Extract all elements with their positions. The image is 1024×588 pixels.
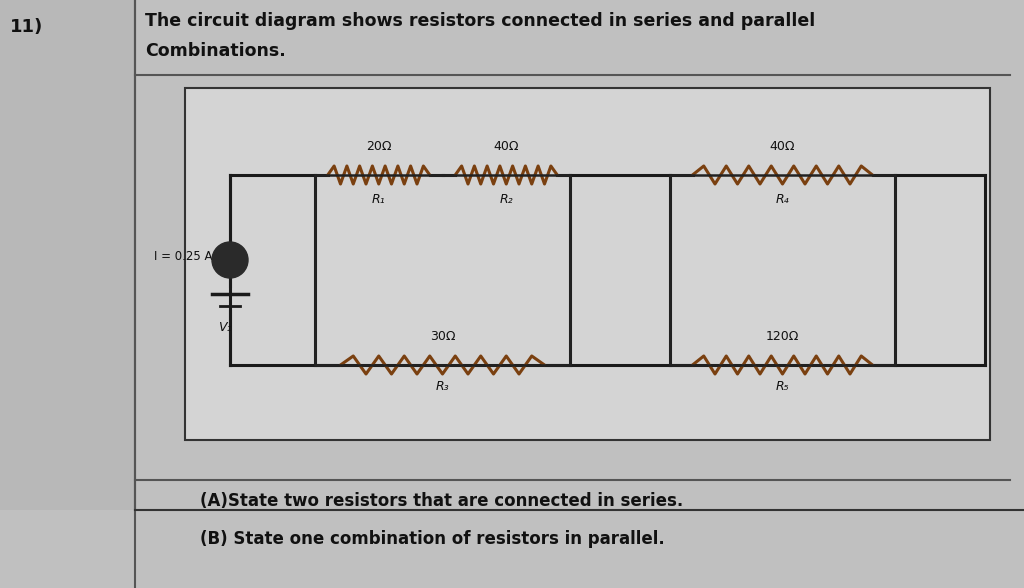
Bar [0,0,135,510]
Bar [185,88,990,440]
Bar [670,175,895,365]
Text: 30Ω: 30Ω [430,330,456,343]
Text: R₂: R₂ [500,193,513,206]
Text: I = 0.25 A: I = 0.25 A [154,250,212,263]
Text: The circuit diagram shows resistors connected in series and parallel: The circuit diagram shows resistors conn… [145,12,815,30]
Text: R₃: R₃ [435,380,450,393]
Text: R₄: R₄ [776,193,790,206]
Text: 40Ω: 40Ω [770,140,796,153]
Text: 40Ω: 40Ω [494,140,519,153]
Bar [315,175,570,365]
Text: 20Ω: 20Ω [366,140,391,153]
Text: (B) State one combination of resistors in parallel.: (B) State one combination of resistors i… [200,530,665,548]
Text: 120Ω: 120Ω [766,330,799,343]
Text: R₅: R₅ [776,380,790,393]
Text: V₁: V₁ [218,321,231,334]
Text: (A)State two resistors that are connected in series.: (A)State two resistors that are connecte… [200,492,683,510]
Text: R₁: R₁ [372,193,386,206]
Text: 11): 11) [10,18,43,36]
Text: Combinations.: Combinations. [145,42,286,60]
Circle shape [212,242,248,278]
